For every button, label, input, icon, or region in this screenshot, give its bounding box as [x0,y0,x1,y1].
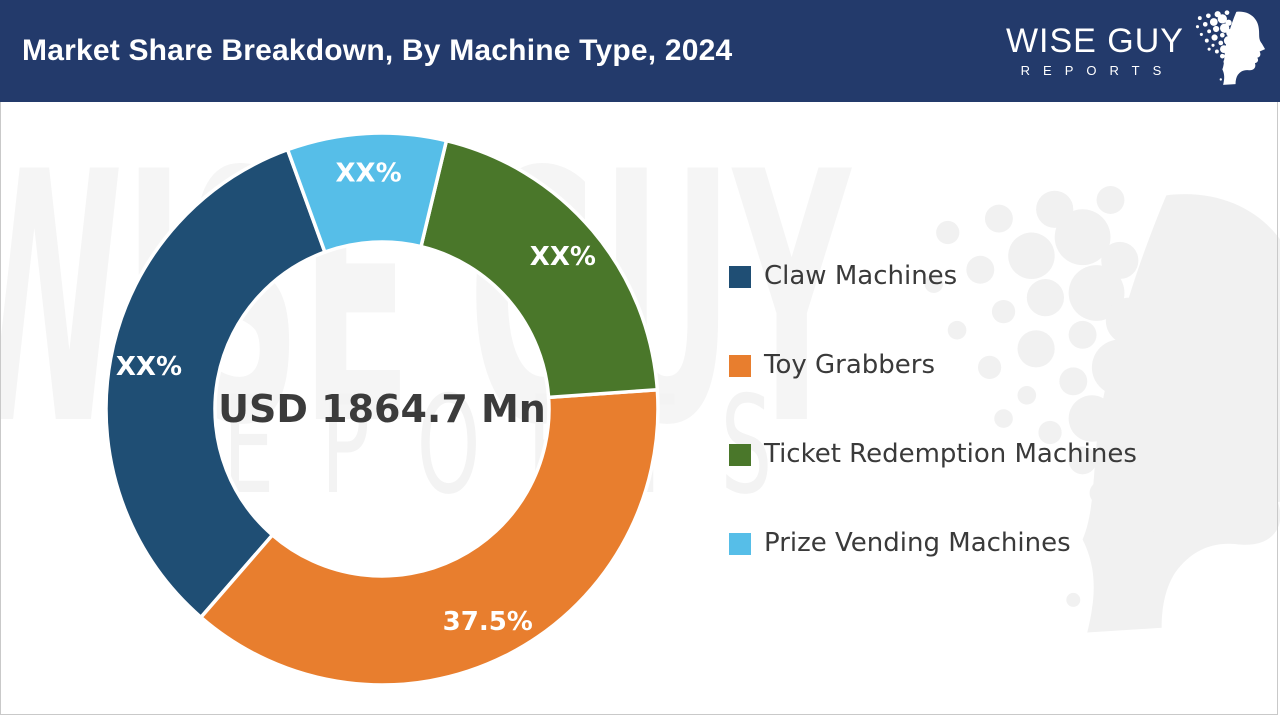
legend-swatch-toy-grabbers [729,354,751,377]
legend-label-claw-machines: Claw Machines [764,261,958,291]
segment-value-label-prize-vending-machines: XX% [335,158,401,188]
donut-segment-toy-grabbers [198,387,660,687]
legend-swatch-claw-machines [729,265,751,288]
legend-item-ticket-redemption-machines: Ticket Redemption Machines [729,438,1137,470]
segment-value-label-ticket-redemption-machines: XX% [530,242,596,272]
legend-item-prize-vending-machines: Prize Vending Machines [729,527,1137,559]
donut-segment-claw-machines [104,147,328,620]
page-title: Market Share Breakdown, By Machine Type,… [22,34,733,67]
legend-item-claw-machines: Claw Machines [729,261,1137,292]
donut-segment-prize-vending-machines [285,131,449,255]
legend-label-toy-grabbers: Toy Grabbers [764,349,936,380]
donut-center-value: USD 1864.7 Mn [218,387,546,431]
logo-wordmark: WISE GUY [1005,22,1184,60]
legend-swatch-prize-vending-machines [729,532,751,555]
donut-segment-ticket-redemption-machines [418,138,660,400]
header-bar: Market Share Breakdown, By Machine Type,… [0,0,1280,102]
chart-legend: Claw Machines Toy Grabbers Ticket Redempti… [729,261,1137,559]
logo-subtitle: REPORTS [1020,63,1175,78]
logo-head-icon [1188,8,1266,95]
legend-swatch-ticket-redemption-machines [729,443,751,466]
logo: WISE GUY REPORTS [1006,8,1266,95]
segment-value-label-claw-machines: XX% [116,352,182,382]
legend-label-ticket-redemption-machines: Ticket Redemption Machines [764,438,1137,469]
legend-item-toy-grabbers: Toy Grabbers [729,349,1137,381]
legend-label-prize-vending-machines: Prize Vending Machines [764,527,1071,558]
segment-value-label-toy-grabbers: 37.5% [443,607,533,637]
